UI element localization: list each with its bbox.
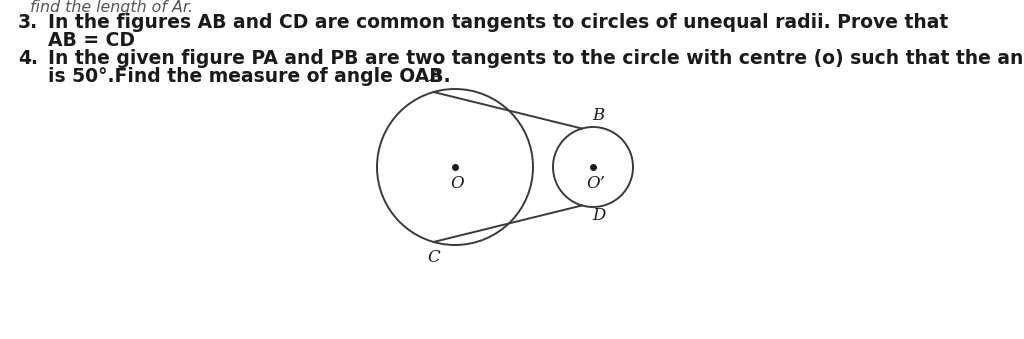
Text: In the given figure PA and PB are two tangents to the circle with centre (o) suc: In the given figure PA and PB are two ta… <box>48 49 1024 68</box>
Text: O’: O’ <box>587 175 605 192</box>
Text: B: B <box>592 106 604 123</box>
Text: A: A <box>429 68 441 85</box>
Text: D: D <box>592 207 605 224</box>
Text: C: C <box>427 249 440 266</box>
Text: AB = CD: AB = CD <box>48 31 135 50</box>
Text: O: O <box>451 175 464 192</box>
Text: In the figures AB and CD are common tangents to circles of unequal radii. Prove : In the figures AB and CD are common tang… <box>48 13 948 32</box>
Text: find the length of Ar.: find the length of Ar. <box>30 0 193 15</box>
Text: 3.: 3. <box>18 13 38 32</box>
Text: 4.: 4. <box>18 49 38 68</box>
Text: is 50°.Find the measure of angle OAB.: is 50°.Find the measure of angle OAB. <box>48 67 451 86</box>
